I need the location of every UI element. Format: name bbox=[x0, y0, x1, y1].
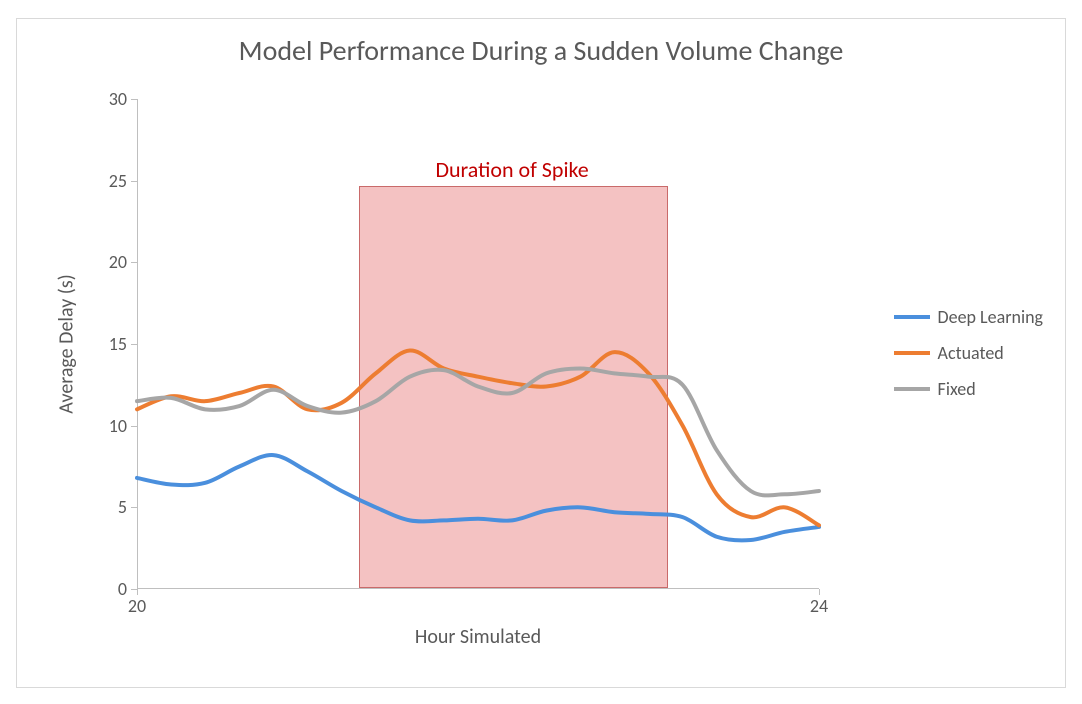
legend-label: Deep Learning bbox=[938, 306, 1043, 328]
series-actuated bbox=[137, 350, 819, 525]
x-tick-mark bbox=[137, 589, 138, 595]
legend-swatch bbox=[894, 315, 930, 319]
x-tick-mark bbox=[819, 589, 820, 595]
x-axis-label: Hour Simulated bbox=[137, 625, 819, 649]
series-fixed bbox=[137, 369, 819, 496]
y-axis-label: Average Delay (s) bbox=[55, 99, 79, 589]
legend-swatch bbox=[894, 387, 930, 391]
legend-item: Deep Learning bbox=[894, 306, 1043, 328]
legend-item: Fixed bbox=[894, 378, 1043, 400]
plot-area: 0510152025302024Duration of Spike bbox=[137, 99, 819, 589]
y-axis-label-text: Average Delay (s) bbox=[55, 274, 79, 413]
series-deep-learning bbox=[137, 455, 819, 540]
chart-title: Model Performance During a Sudden Volume… bbox=[17, 33, 1065, 68]
legend-item: Actuated bbox=[894, 342, 1043, 364]
legend: Deep Learning Actuated Fixed bbox=[894, 292, 1043, 414]
legend-label: Actuated bbox=[938, 342, 1004, 364]
chart-frame: Model Performance During a Sudden Volume… bbox=[16, 18, 1066, 688]
legend-swatch bbox=[894, 351, 930, 355]
series-layer bbox=[137, 99, 819, 589]
legend-label: Fixed bbox=[938, 378, 976, 400]
